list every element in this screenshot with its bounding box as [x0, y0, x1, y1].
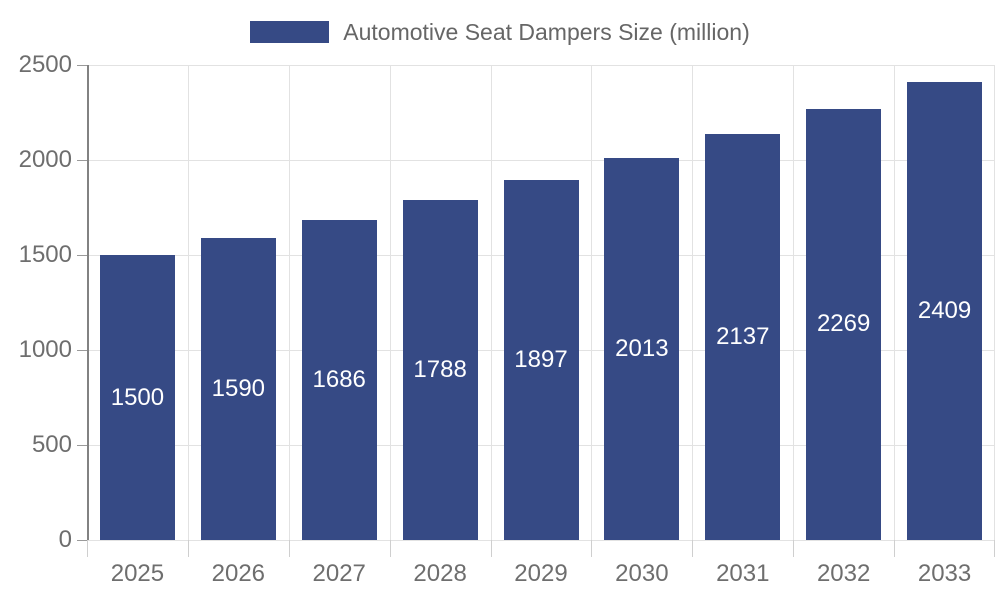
y-tick	[77, 445, 87, 446]
bar-value-label: 2013	[615, 334, 669, 362]
x-tick-label: 2031	[716, 560, 770, 587]
x-tick	[994, 540, 995, 557]
plot-area: 1500 1590 1686 1788 1897 2013 2137 2269 2409	[87, 64, 995, 541]
x-tick	[692, 540, 693, 557]
bar-value-label: 2269	[816, 310, 871, 338]
x-tick-label: 2028	[413, 560, 467, 587]
v-gridline	[994, 65, 995, 540]
bar[interactable]: 1788	[402, 200, 478, 540]
legend[interactable]: Automotive Seat Dampers Size (million)	[0, 17, 1000, 47]
v-gridline	[793, 65, 794, 540]
bar[interactable]: 1500	[99, 255, 175, 540]
x-tick-label: 2032	[816, 560, 871, 587]
v-gridline	[188, 65, 189, 540]
bar-value-label: 2137	[716, 322, 770, 350]
y-tick	[77, 350, 87, 351]
h-gridline	[87, 159, 995, 161]
x-tick	[491, 540, 492, 557]
bar[interactable]: 1590	[200, 237, 276, 540]
v-gridline	[692, 65, 693, 540]
y-axis-line	[87, 65, 89, 540]
bar[interactable]: 2269	[806, 108, 882, 540]
y-tick	[77, 255, 87, 256]
v-gridline	[894, 65, 895, 540]
bar-value-label: 1897	[514, 345, 568, 373]
bar[interactable]: 1897	[503, 179, 579, 540]
legend-swatch	[250, 21, 330, 43]
x-tick-label: 2027	[312, 560, 366, 587]
bar-value-label: 2409	[917, 297, 972, 325]
x-tick-label: 2025	[110, 560, 165, 587]
x-tick-label: 2029	[514, 560, 568, 587]
y-tick	[77, 65, 87, 66]
bar[interactable]: 2013	[604, 157, 680, 540]
bar[interactable]: 2409	[907, 82, 983, 540]
h-gridline	[87, 64, 995, 66]
h-gridline	[87, 539, 995, 541]
v-gridline	[491, 65, 492, 540]
y-tick-label: 1500	[18, 241, 72, 268]
x-tick	[390, 540, 391, 557]
x-tick-label: 2033	[917, 560, 972, 587]
y-tick-label: 2000	[18, 146, 72, 173]
bar-value-label: 1788	[413, 356, 467, 384]
x-tick-label: 2030	[615, 560, 669, 587]
bar-value-label: 1686	[312, 365, 366, 393]
y-tick	[77, 540, 87, 541]
y-tick-label: 2500	[18, 51, 72, 78]
y-tick-label: 500	[31, 431, 72, 458]
v-gridline	[390, 65, 391, 540]
y-tick-label: 0	[58, 526, 72, 553]
bar-value-label: 1590	[211, 374, 266, 402]
bar[interactable]: 2137	[705, 133, 781, 540]
x-tick	[894, 540, 895, 557]
v-gridline	[591, 65, 592, 540]
bar[interactable]: 1686	[301, 219, 377, 540]
bar-value-label: 1500	[110, 383, 165, 411]
x-tick	[289, 540, 290, 557]
x-tick	[793, 540, 794, 557]
v-gridline	[289, 65, 290, 540]
x-tick-label: 2026	[211, 560, 266, 587]
x-tick	[591, 540, 592, 557]
x-tick	[87, 540, 88, 557]
y-tick	[77, 160, 87, 161]
x-tick	[188, 540, 189, 557]
legend-label: Automotive Seat Dampers Size (million)	[343, 18, 750, 45]
y-tick-label: 1000	[18, 336, 72, 363]
